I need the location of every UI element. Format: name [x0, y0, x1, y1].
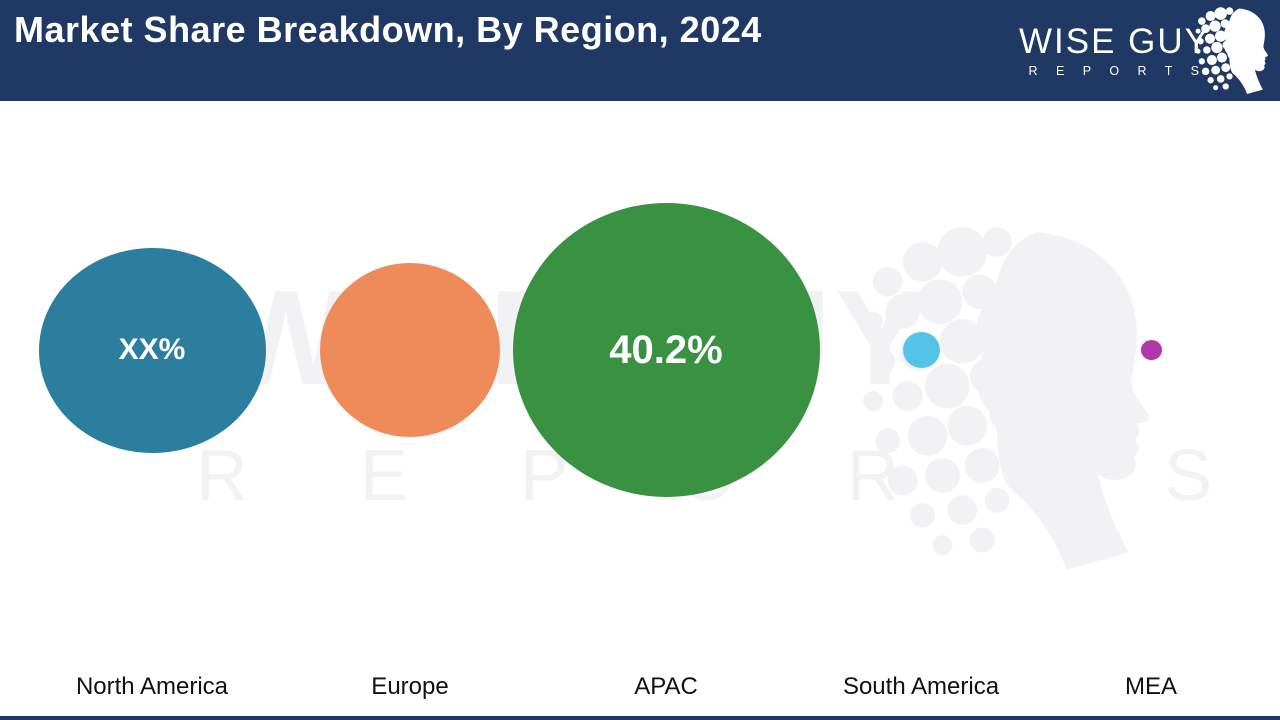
- bubble-mea: [1140, 340, 1162, 360]
- bubble-chart: WISE GUY R E P O R T S XX% 40.2% North A…: [0, 101, 1280, 716]
- page-title: Market Share Breakdown, By Region, 2024: [14, 9, 762, 50]
- watermark-head-icon: [862, 227, 1149, 570]
- wiseguy-logo: WISE GUY R E P O R T S: [1019, 4, 1270, 96]
- category-label-apac: APAC: [634, 673, 698, 700]
- category-label-south-america: South America: [842, 673, 1000, 700]
- bubble-north-america: XX%: [38, 247, 266, 453]
- category-label-north-america: North America: [75, 673, 229, 700]
- bubble-value-label-apac: 40.2%: [609, 327, 723, 372]
- header-bar: Market Share Breakdown, By Region, 2024 …: [0, 0, 1280, 101]
- bubble-value-label-north-america: XX%: [118, 333, 186, 366]
- logo-wordmark-line1: WISE GUY: [1018, 22, 1210, 61]
- bubble-apac: 40.2%: [512, 203, 820, 497]
- bubble-south-america: [902, 332, 940, 368]
- bubble-europe: [320, 263, 500, 437]
- footer-bar: [0, 716, 1280, 720]
- category-label-mea: MEA: [1124, 673, 1178, 700]
- category-label-europe: Europe: [371, 673, 449, 700]
- logo-wordmark: WISE GUY R E P O R T S: [1019, 22, 1210, 78]
- logo-wordmark-line2: R E P O R T S: [1028, 64, 1207, 78]
